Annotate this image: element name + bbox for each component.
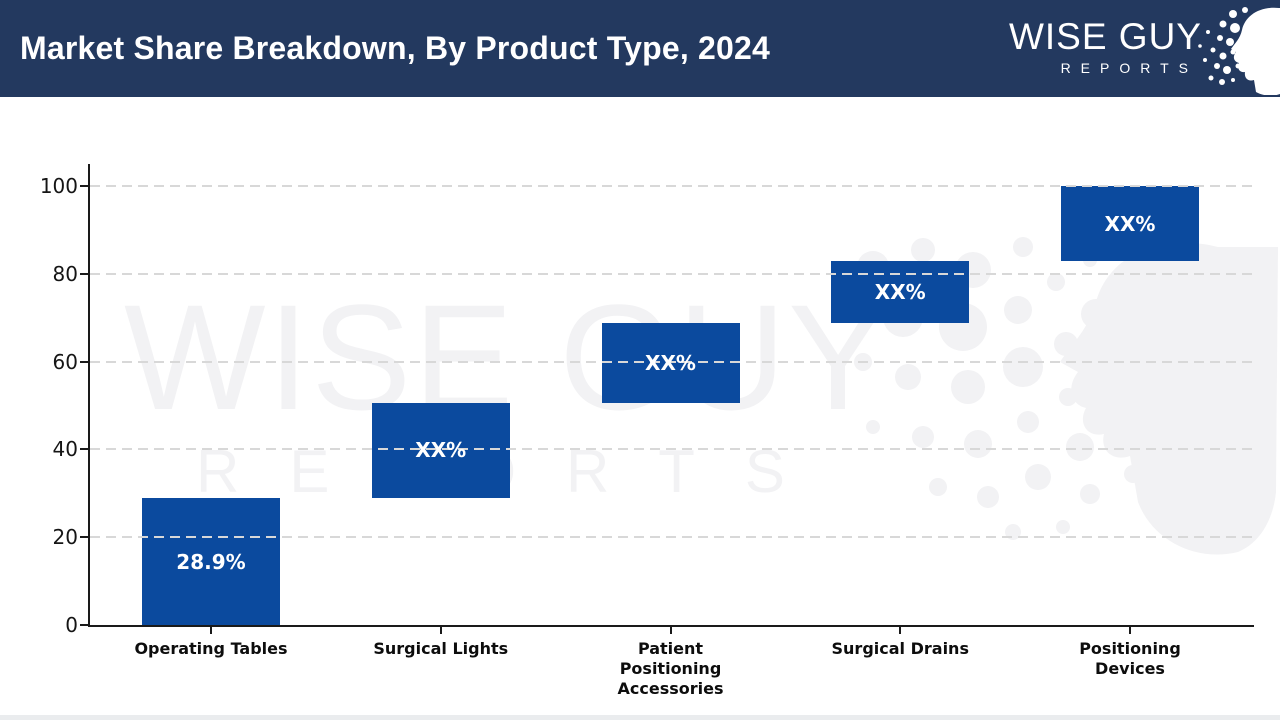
- x-tick: [1129, 627, 1131, 634]
- y-tick-label: 60: [52, 349, 78, 374]
- bar: [142, 498, 280, 625]
- x-category-label: Surgical Lights: [373, 639, 509, 658]
- y-tick-label: 20: [52, 525, 78, 550]
- bar-value-label: XX%: [645, 351, 696, 376]
- bar-value-label: XX%: [415, 438, 467, 463]
- bar: [371, 402, 510, 499]
- x-category-label: Patient Positioning Accessories: [617, 639, 724, 698]
- x-tick: [210, 627, 212, 634]
- page-title: Market Share Breakdown, By Product Type,…: [20, 30, 770, 66]
- gridline: [90, 185, 1254, 187]
- bar-value-label: XX%: [874, 280, 926, 305]
- y-tick: [80, 272, 88, 275]
- y-tick-label: 100: [39, 174, 78, 198]
- header-bar: Market Share Breakdown, By Product Type,…: [0, 0, 1280, 97]
- dotted-head-icon: [1198, 7, 1280, 95]
- y-tick-label: 40: [52, 437, 78, 462]
- bar: [601, 323, 740, 403]
- y-axis: [88, 164, 90, 627]
- gridline: [90, 360, 1254, 363]
- logo-reports-text: REPORTS: [1060, 60, 1198, 76]
- x-tick: [899, 627, 902, 634]
- y-tick: [80, 536, 88, 539]
- bar: [831, 261, 970, 324]
- y-tick-label: 0: [65, 613, 78, 637]
- wiseguy-logo: WISE GUY REPORTS: [1000, 0, 1280, 97]
- logo-wiseguy-text: WISE GUY: [1008, 16, 1202, 57]
- x-category-label: Positioning Devices: [1079, 639, 1181, 678]
- y-tick: [80, 360, 88, 363]
- y-tick: [80, 624, 88, 626]
- y-tick: [80, 185, 88, 187]
- x-category-label: Surgical Drains: [831, 639, 969, 658]
- y-tick-label: 80: [52, 261, 78, 286]
- gridline: [90, 272, 1254, 275]
- footer-strip: [0, 715, 1280, 720]
- watermark-reports-text: REPORTS: [196, 438, 835, 505]
- x-category-label: Operating Tables: [134, 639, 288, 658]
- bar-value-label: XX%: [1104, 211, 1156, 236]
- x-tick: [669, 627, 672, 634]
- x-axis: [88, 625, 1254, 627]
- gridline: [90, 536, 1254, 539]
- gridline: [90, 448, 1254, 451]
- bar: [1061, 186, 1199, 262]
- x-tick: [439, 627, 442, 634]
- bar-value-label: 28.9%: [176, 549, 246, 574]
- y-tick: [80, 448, 88, 451]
